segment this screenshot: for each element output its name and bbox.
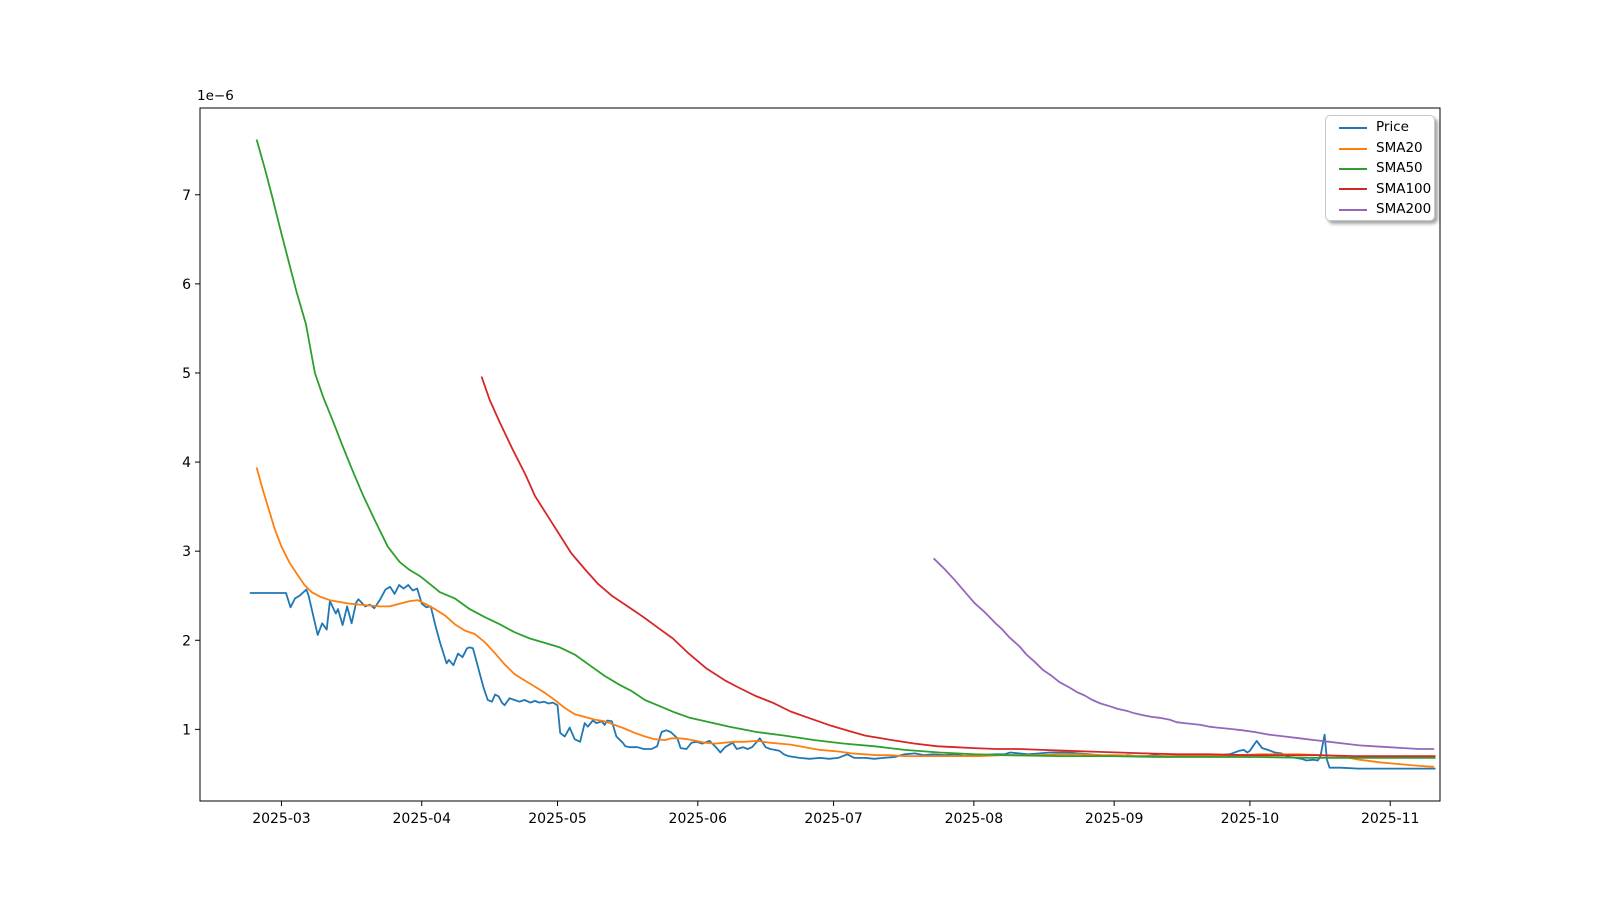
x-tick-label: 2025-03 — [252, 811, 311, 827]
legend-label-price: Price — [1376, 119, 1409, 136]
legend-label-sma200: SMA200 — [1376, 201, 1432, 217]
y-tick-label: 2 — [182, 633, 191, 649]
legend-label-sma20: SMA20 — [1376, 139, 1423, 156]
series-line-sma20 — [255, 467, 1435, 768]
series-line-sma100 — [480, 376, 1436, 757]
y-tick-label: 4 — [182, 455, 191, 471]
series-line-sma50 — [255, 139, 1436, 759]
legend: Price SMA20 SMA50 SMA100 SMA200 — [1325, 115, 1435, 221]
legend-item-sma20: SMA20 — [1326, 138, 1434, 158]
y-axis-offset-label: 1e−6 — [197, 88, 234, 104]
legend-label-sma100: SMA100 — [1376, 180, 1432, 197]
y-tick-label: 5 — [182, 366, 191, 382]
sma50-line-swatch — [1339, 167, 1367, 170]
series-line-price — [249, 584, 1436, 770]
plot-border — [199, 107, 1441, 802]
x-tick-label: 2025-08 — [945, 811, 1004, 827]
y-tick-label: 1 — [182, 722, 191, 738]
price-line-swatch — [1339, 127, 1367, 130]
y-tick-label: 7 — [182, 188, 191, 204]
x-tick-label: 2025-06 — [669, 811, 728, 827]
legend-item-sma100: SMA100 — [1326, 179, 1434, 199]
legend-item-price: Price — [1326, 118, 1434, 138]
x-tick-label: 2025-11 — [1361, 811, 1420, 827]
series-line-sma200 — [932, 557, 1435, 750]
sma200-line-swatch — [1339, 208, 1367, 211]
x-tick-label: 2025-04 — [393, 811, 452, 827]
y-tick-label: 3 — [182, 544, 191, 560]
x-tick-label: 2025-10 — [1221, 811, 1280, 827]
legend-item-sma200: SMA200 — [1326, 200, 1434, 220]
legend-label-sma50: SMA50 — [1376, 160, 1423, 177]
sma100-line-swatch — [1339, 188, 1367, 191]
x-tick-label: 2025-07 — [804, 811, 863, 827]
x-tick-label: 2025-09 — [1085, 811, 1144, 827]
x-tick-label: 2025-05 — [528, 811, 587, 827]
y-tick-label: 6 — [182, 277, 191, 293]
legend-item-sma50: SMA50 — [1326, 159, 1434, 179]
sma20-line-swatch — [1339, 147, 1367, 150]
